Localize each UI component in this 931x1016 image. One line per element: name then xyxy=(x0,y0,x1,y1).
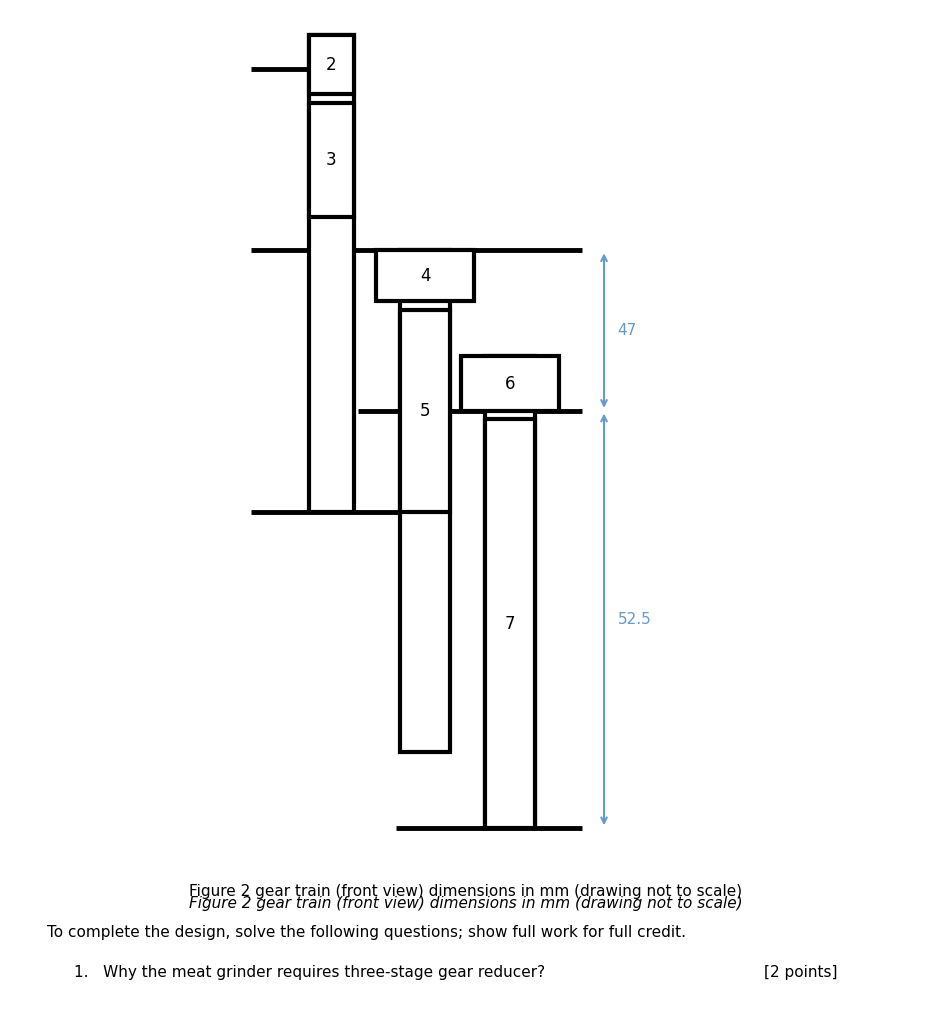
Bar xyxy=(400,310,451,512)
Bar xyxy=(309,36,354,94)
Text: Figure 2 gear train (front view) dimensions in mm (drawing not to scale): Figure 2 gear train (front view) dimensi… xyxy=(189,896,742,910)
Text: 2: 2 xyxy=(326,56,337,74)
Text: 47: 47 xyxy=(617,323,637,338)
Text: To complete the design, solve the following questions; show full work for full c: To complete the design, solve the follow… xyxy=(47,925,685,940)
Text: [2 points]: [2 points] xyxy=(764,965,838,980)
Text: 5: 5 xyxy=(420,401,430,420)
Text: 7: 7 xyxy=(505,615,516,633)
Bar xyxy=(309,36,354,512)
Text: 6: 6 xyxy=(505,375,516,393)
Text: Figure 2 gear train (front view) dimensions in mm (drawing not to scale): Figure 2 gear train (front view) dimensi… xyxy=(189,884,742,899)
Text: 3: 3 xyxy=(326,151,337,170)
Bar xyxy=(309,103,354,216)
Text: 1.   Why the meat grinder requires three-stage gear reducer?: 1. Why the meat grinder requires three-s… xyxy=(74,965,546,980)
Bar xyxy=(461,356,560,410)
Bar xyxy=(400,251,451,752)
Bar xyxy=(376,251,475,301)
Bar xyxy=(485,356,535,828)
Text: 4: 4 xyxy=(420,267,430,284)
Text: 52.5: 52.5 xyxy=(617,613,651,627)
Bar xyxy=(485,420,535,828)
